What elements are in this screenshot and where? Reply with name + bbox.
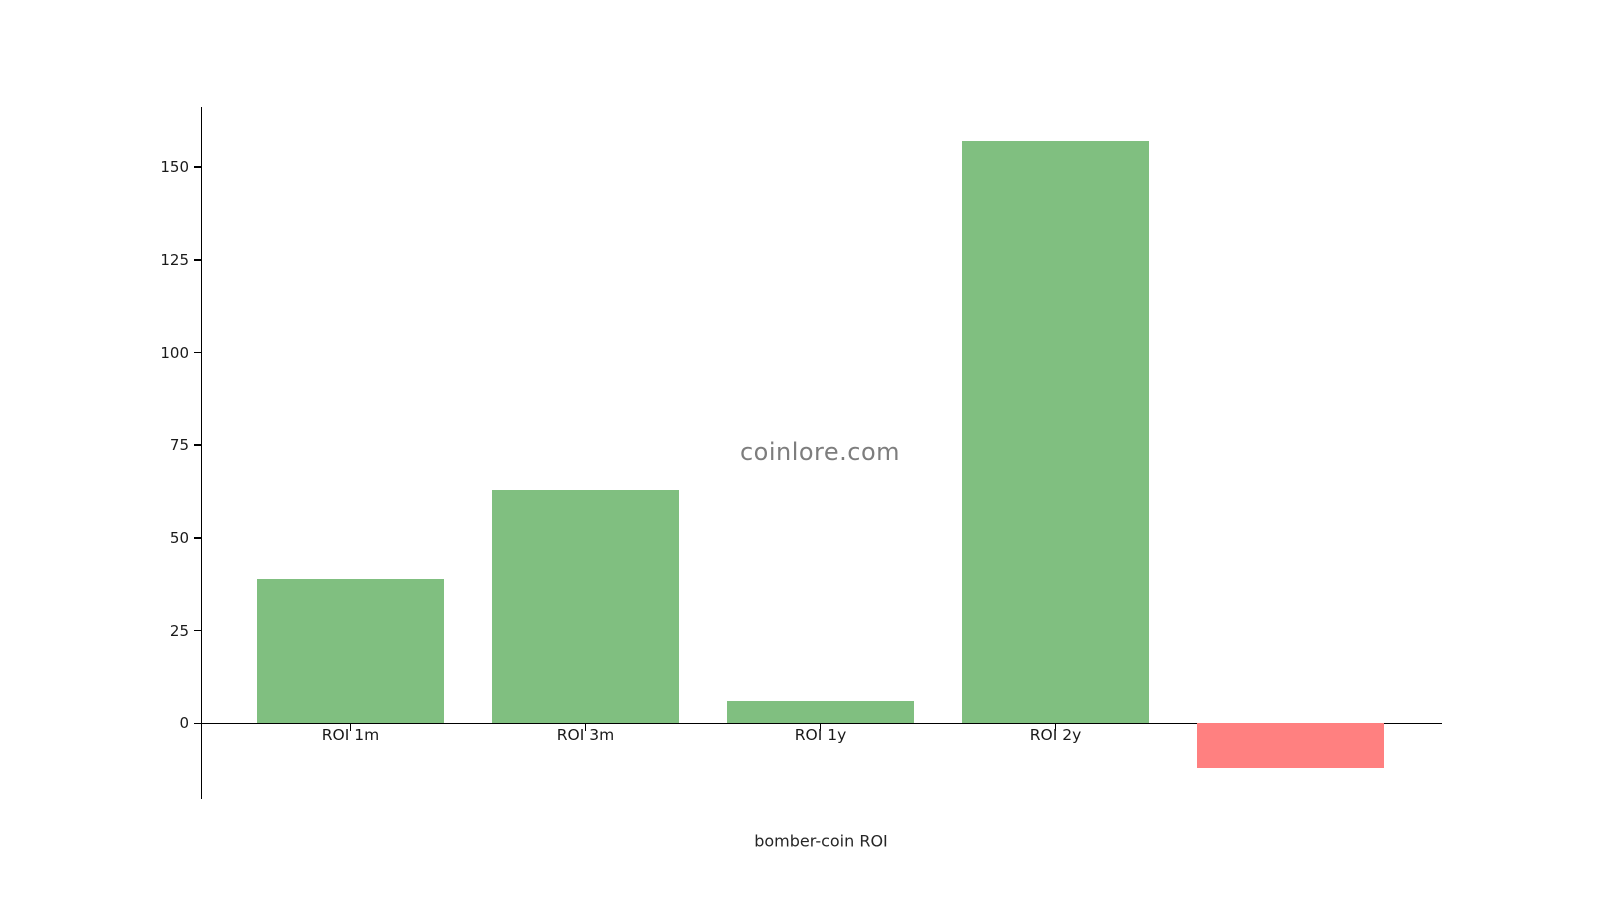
y-tick bbox=[194, 537, 201, 539]
y-tick-label: 0 bbox=[179, 714, 189, 733]
bar-roi-1y bbox=[726, 701, 915, 724]
y-tick bbox=[194, 722, 201, 725]
x-tick bbox=[819, 723, 822, 732]
y-tick-label: 75 bbox=[169, 436, 189, 455]
x-tick bbox=[349, 723, 352, 732]
y-tick bbox=[194, 259, 201, 261]
x-tick-label: ROI 3m bbox=[556, 726, 615, 744]
y-tick bbox=[194, 629, 201, 632]
x-tick-label: ROI 2y bbox=[1029, 726, 1082, 744]
watermark: coinlore.com bbox=[739, 438, 901, 466]
x-tick bbox=[1054, 723, 1057, 732]
x-tick-label: ROI 1y bbox=[794, 726, 847, 744]
bar-roi-1m bbox=[256, 578, 445, 724]
y-axis-line bbox=[200, 107, 202, 799]
y-tick-label: 125 bbox=[160, 250, 189, 269]
y-tick bbox=[194, 444, 201, 446]
bar-roi-2y bbox=[961, 141, 1150, 724]
chart-title: bomber-coin ROI bbox=[754, 831, 888, 851]
x-tick-label: ROI 1m bbox=[321, 726, 380, 744]
x-tick bbox=[584, 723, 587, 732]
y-tick-label: 150 bbox=[160, 158, 189, 177]
y-tick-label: 50 bbox=[169, 528, 189, 547]
y-tick-label: 25 bbox=[169, 621, 189, 640]
bar-roi-3m bbox=[491, 489, 680, 724]
bar-unlabeled bbox=[1196, 723, 1385, 768]
y-tick bbox=[194, 166, 201, 168]
y-tick bbox=[194, 351, 201, 354]
y-tick-label: 100 bbox=[160, 343, 189, 362]
